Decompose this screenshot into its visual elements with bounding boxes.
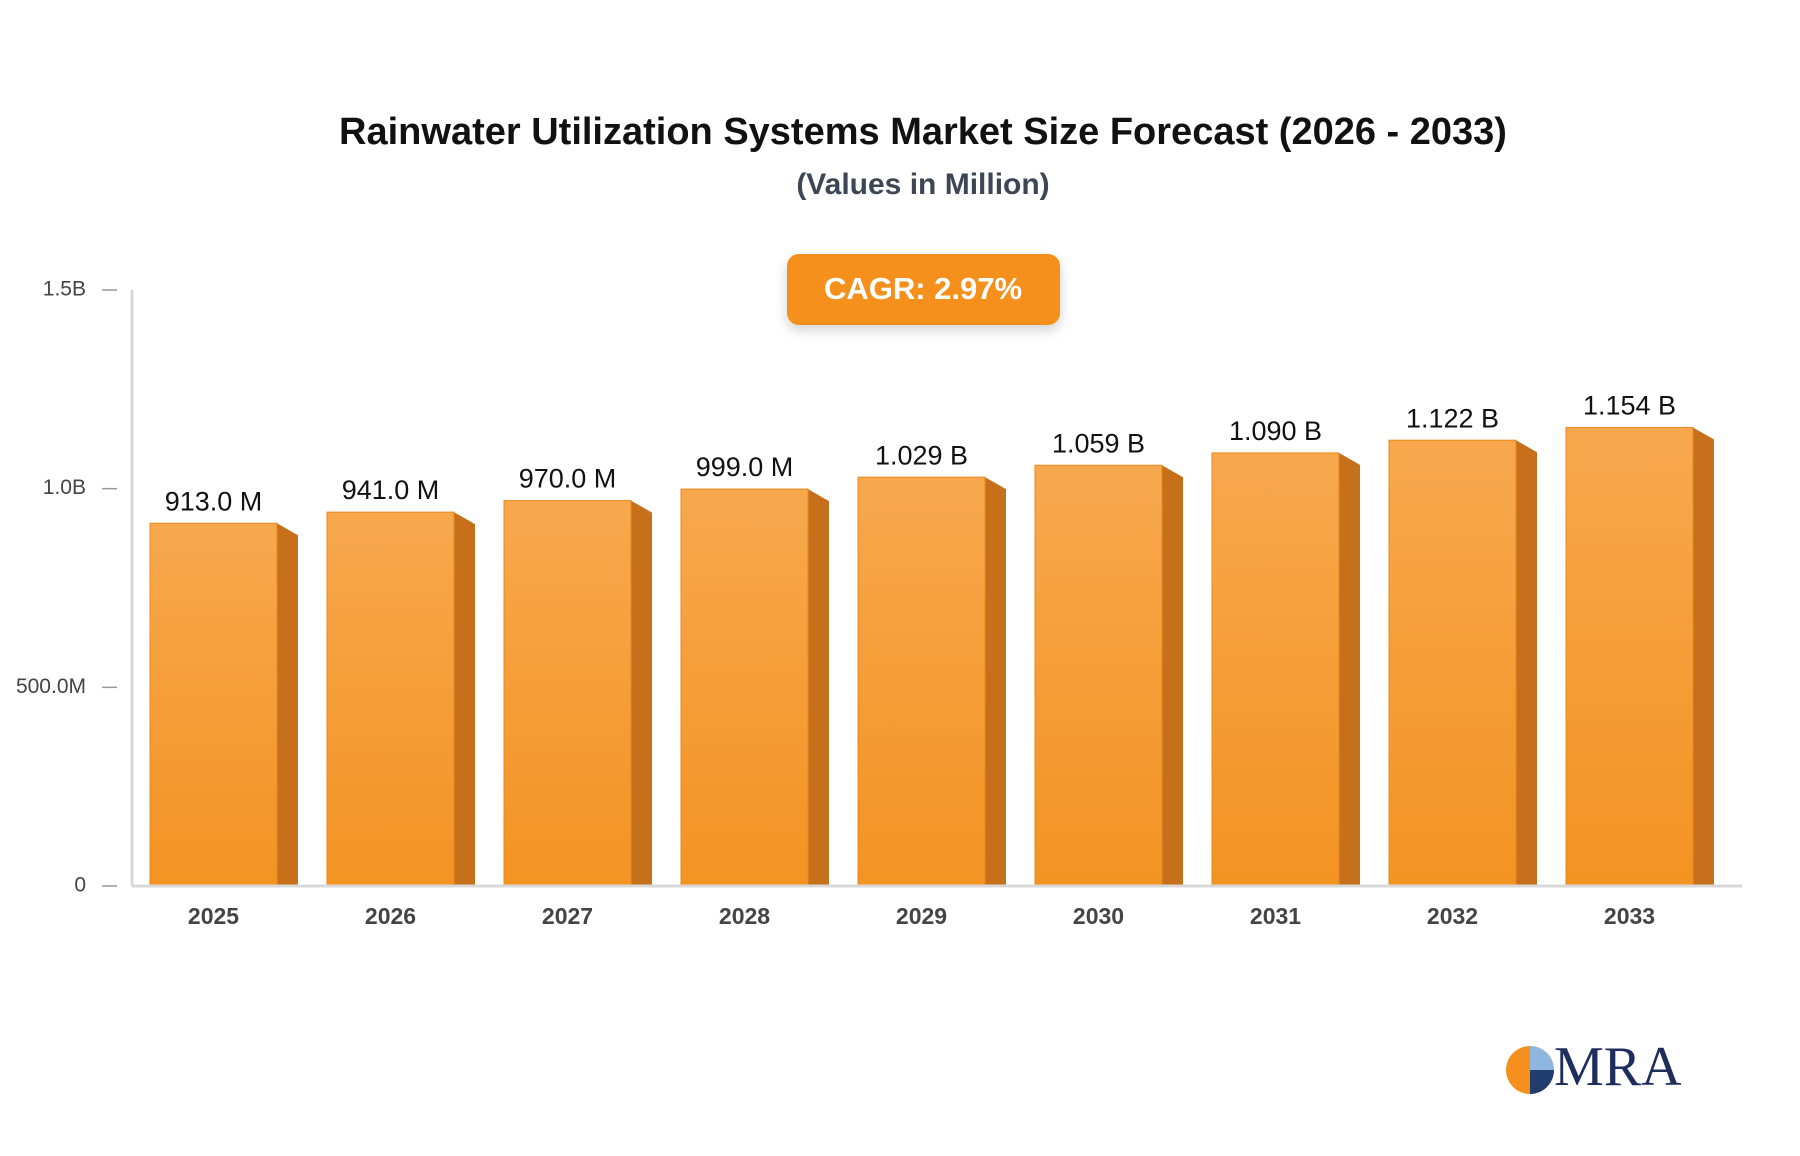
value-label: 970.0 M [519, 464, 617, 494]
value-label: 1.154 B [1583, 391, 1676, 421]
y-tick-label: 1.5B [43, 278, 86, 301]
cagr-badge [787, 254, 1060, 325]
bar [857, 476, 986, 887]
cagr-label: CAGR: 2.97% [824, 271, 1022, 306]
x-tick-label: 2029 [896, 903, 947, 929]
bar-side [985, 477, 1006, 886]
bar-side [1339, 452, 1360, 886]
chart-subtitle: (Values in Million) [796, 168, 1049, 201]
bar [680, 488, 809, 887]
y-tick-label: 500.0M [16, 675, 86, 698]
value-label: 913.0 M [165, 486, 263, 516]
x-tick-label: 2031 [1250, 903, 1301, 929]
x-tick-label: 2027 [542, 903, 593, 929]
value-label: 999.0 M [696, 452, 794, 482]
x-tick-label: 2025 [188, 903, 239, 929]
x-tick-label: 2030 [1073, 903, 1124, 929]
bar [1565, 426, 1694, 887]
bar-side [1162, 465, 1183, 886]
bar [503, 500, 632, 887]
value-label: 1.090 B [1229, 416, 1322, 446]
value-label: 941.0 M [342, 475, 440, 505]
y-tick-label: 0 [74, 874, 86, 897]
bar-side [1516, 440, 1537, 886]
x-tick-label: 2033 [1604, 903, 1655, 929]
chart-title: Rainwater Utilization Systems Market Siz… [339, 111, 1507, 153]
value-label: 1.059 B [1052, 428, 1145, 458]
x-tick-label: 2032 [1427, 903, 1478, 929]
logo-text: MRA [1554, 1036, 1682, 1098]
logo-icon-slice [1530, 1070, 1554, 1094]
bar [1388, 439, 1517, 887]
bar [149, 522, 278, 887]
bar [1034, 464, 1163, 887]
y-tick-label: 1.0B [43, 476, 86, 499]
bar [326, 511, 455, 887]
bar-side [631, 500, 652, 886]
logo-icon-slice [1530, 1046, 1554, 1070]
value-label: 1.122 B [1406, 403, 1499, 433]
bar-side [277, 523, 298, 886]
bar-side [1693, 427, 1714, 886]
logo: MRA [1506, 1036, 1682, 1098]
value-label: 1.029 B [875, 440, 968, 470]
bar-side [454, 512, 475, 886]
bar-side [808, 489, 829, 886]
x-tick-label: 2026 [365, 903, 416, 929]
x-tick-label: 2028 [719, 903, 770, 929]
bar [1211, 452, 1340, 887]
